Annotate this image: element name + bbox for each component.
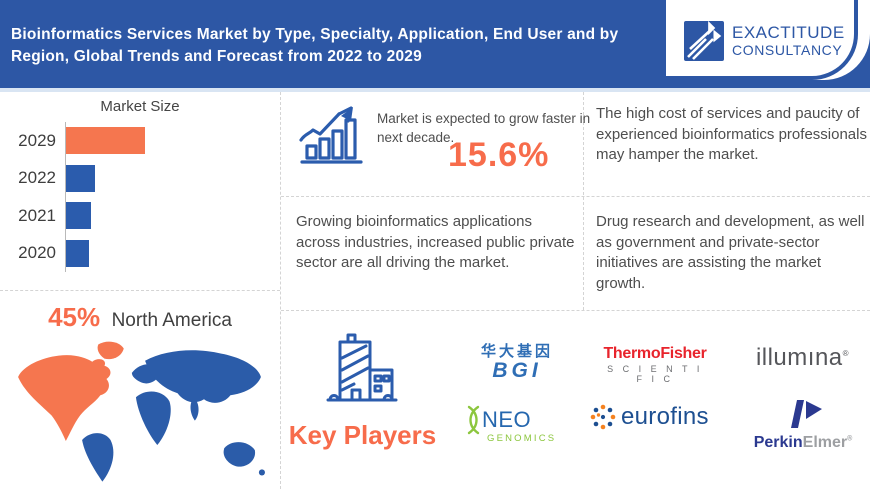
map-south-america: [82, 433, 114, 482]
logo-name-top: EXACTITUDE: [732, 22, 845, 42]
bar-track: [65, 197, 270, 235]
key-players-title: Key Players: [288, 420, 437, 450]
bar-year-label: 2022: [18, 168, 56, 188]
market-driver-text: Growing bioinformatics applications acro…: [296, 213, 575, 272]
perkinelmer-mark-icon: [791, 400, 822, 428]
neogenomics-name: NEO: [482, 407, 532, 432]
bar-track: [65, 122, 270, 160]
growth-statement: Market is expected to grow faster in nex…: [377, 111, 591, 145]
divider-vertical-left: [280, 92, 281, 489]
divider-horizontal-row1: [281, 196, 870, 197]
world-map: [13, 338, 267, 486]
map-africa: [135, 391, 171, 446]
bar-row-2022: 2022: [10, 159, 270, 197]
perkin-name-part2: Elmer: [802, 434, 848, 451]
growth-chart-icon: [299, 106, 363, 164]
neogenomics-subtitle: GENOMICS: [487, 433, 557, 444]
key-player-eurofins[interactable]: eurofins: [590, 403, 710, 431]
region-share-value: 45%: [48, 302, 101, 332]
map-australia: [223, 442, 256, 467]
bar-2020: [66, 239, 89, 267]
company-logo[interactable]: EXACTITUDE CONSULTANCY: [662, 0, 858, 80]
key-player-thermo-fisher[interactable]: ThermoFisher S C I E N T I F I C: [600, 345, 710, 384]
bar-track: [65, 234, 270, 272]
bar-2021: [66, 202, 91, 230]
region-share-line: 45% North America: [0, 302, 280, 333]
perkin-registered-mark: ®: [847, 435, 853, 443]
thermo-fisher-subtitle: S C I E N T I F I C: [607, 364, 703, 384]
divider-vertical-middle: [583, 92, 584, 310]
divider-horizontal-row2: [281, 310, 870, 311]
company-logo-text: EXACTITUDE CONSULTANCY: [732, 22, 845, 58]
market-opportunity-text: Drug research and development, as well a…: [596, 213, 865, 293]
bar-row-2021: 2021: [10, 197, 270, 235]
page-title-line1: Bioinformatics Services Market by Type, …: [11, 26, 619, 43]
page-title-line2: Region, Global Trends and Forecast from …: [11, 48, 422, 65]
eurofins-name: eurofins: [621, 403, 709, 430]
dna-helix-icon: [467, 405, 480, 435]
map-north-america: [18, 341, 124, 441]
rising-arrows-icon: [684, 21, 724, 61]
bar-year-label: 2021: [18, 205, 56, 225]
world-map-graphic: [18, 341, 265, 482]
illumina-name: illumına: [755, 344, 843, 371]
bar-2029: [66, 127, 145, 155]
bar-year-label: 2020: [18, 243, 56, 263]
map-new-zealand: [258, 469, 265, 476]
logo-name-bottom: CONSULTANCY: [732, 41, 843, 58]
key-player-bgi[interactable]: 华大基因 BGI: [462, 340, 572, 381]
bar-track: [65, 159, 270, 197]
thermo-fisher-name: ThermoFisher: [603, 345, 707, 362]
cagr-value: 15.6%: [448, 136, 550, 174]
bar-2022: [66, 164, 95, 192]
page-title: Bioinformatics Services Market by Type, …: [11, 24, 651, 68]
header-divider: [0, 88, 870, 92]
bar-row-2020: 2020: [10, 234, 270, 272]
key-player-neogenomics[interactable]: NEO GENOMICS: [465, 405, 575, 444]
perkin-name-part1: Perkin: [753, 434, 803, 451]
illumina-registered-mark: ®: [842, 349, 850, 358]
map-asia: [145, 350, 261, 403]
office-building-icon: [326, 333, 398, 402]
bgi-chinese-name: 华大基因: [480, 343, 553, 360]
market-size-bar-chart: 2029 2022 2021 2020: [10, 122, 270, 272]
bar-year-label: 2029: [18, 130, 56, 150]
market-restraint-text: The high cost of services and paucity of…: [596, 105, 867, 164]
key-player-perkinelmer[interactable]: PerkinElmer®: [748, 398, 858, 452]
bar-row-2029: 2029: [10, 122, 270, 160]
bgi-name: BGI: [492, 359, 542, 382]
eurofins-dots-icon: [590, 404, 616, 430]
map-india: [190, 397, 199, 421]
key-player-illumina[interactable]: illumına®: [750, 344, 855, 372]
divider-horizontal-left: [0, 290, 280, 291]
chart-title: Market Size: [100, 98, 180, 115]
region-share-label: North America: [111, 310, 232, 331]
